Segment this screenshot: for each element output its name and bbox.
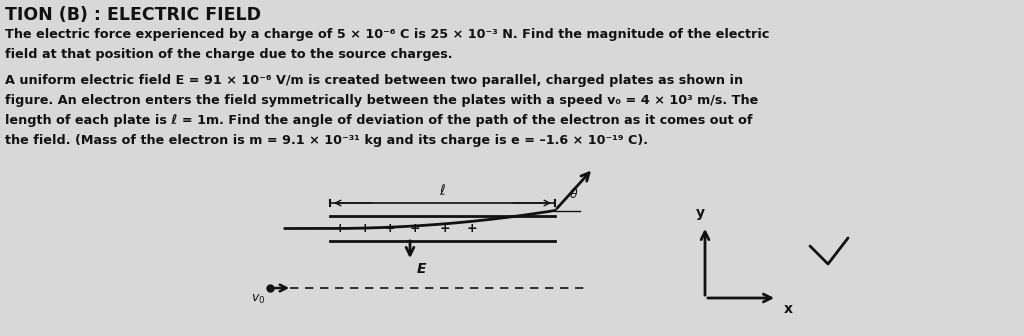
Text: +: +: [359, 222, 371, 235]
Text: figure. An electron enters the field symmetrically between the plates with a spe: figure. An electron enters the field sym…: [5, 94, 758, 107]
Text: TION (B) : ELECTRIC FIELD: TION (B) : ELECTRIC FIELD: [5, 6, 261, 24]
Text: $\ell$: $\ell$: [439, 183, 446, 198]
Text: +: +: [410, 222, 420, 235]
Text: $v_0$: $v_0$: [251, 293, 265, 306]
Text: +: +: [385, 222, 395, 235]
Text: y: y: [695, 206, 705, 220]
Text: A uniform electric field E = 91 × 10⁻⁶ V/m is created between two parallel, char: A uniform electric field E = 91 × 10⁻⁶ V…: [5, 74, 743, 87]
Text: +: +: [467, 222, 477, 235]
Text: $\theta$: $\theta$: [569, 187, 579, 202]
Text: field at that position of the charge due to the source charges.: field at that position of the charge due…: [5, 48, 453, 61]
Text: +: +: [439, 222, 451, 235]
Text: x: x: [784, 302, 793, 316]
Text: The electric force experienced by a charge of 5 × 10⁻⁶ C is 25 × 10⁻³ N. Find th: The electric force experienced by a char…: [5, 28, 769, 41]
Text: the field. (Mass of the electron is m = 9.1 × 10⁻³¹ kg and its charge is e = –1.: the field. (Mass of the electron is m = …: [5, 134, 648, 147]
Text: E: E: [417, 262, 427, 276]
Text: +: +: [335, 222, 345, 235]
Text: length of each plate is ℓ = 1m. Find the angle of deviation of the path of the e: length of each plate is ℓ = 1m. Find the…: [5, 114, 753, 127]
